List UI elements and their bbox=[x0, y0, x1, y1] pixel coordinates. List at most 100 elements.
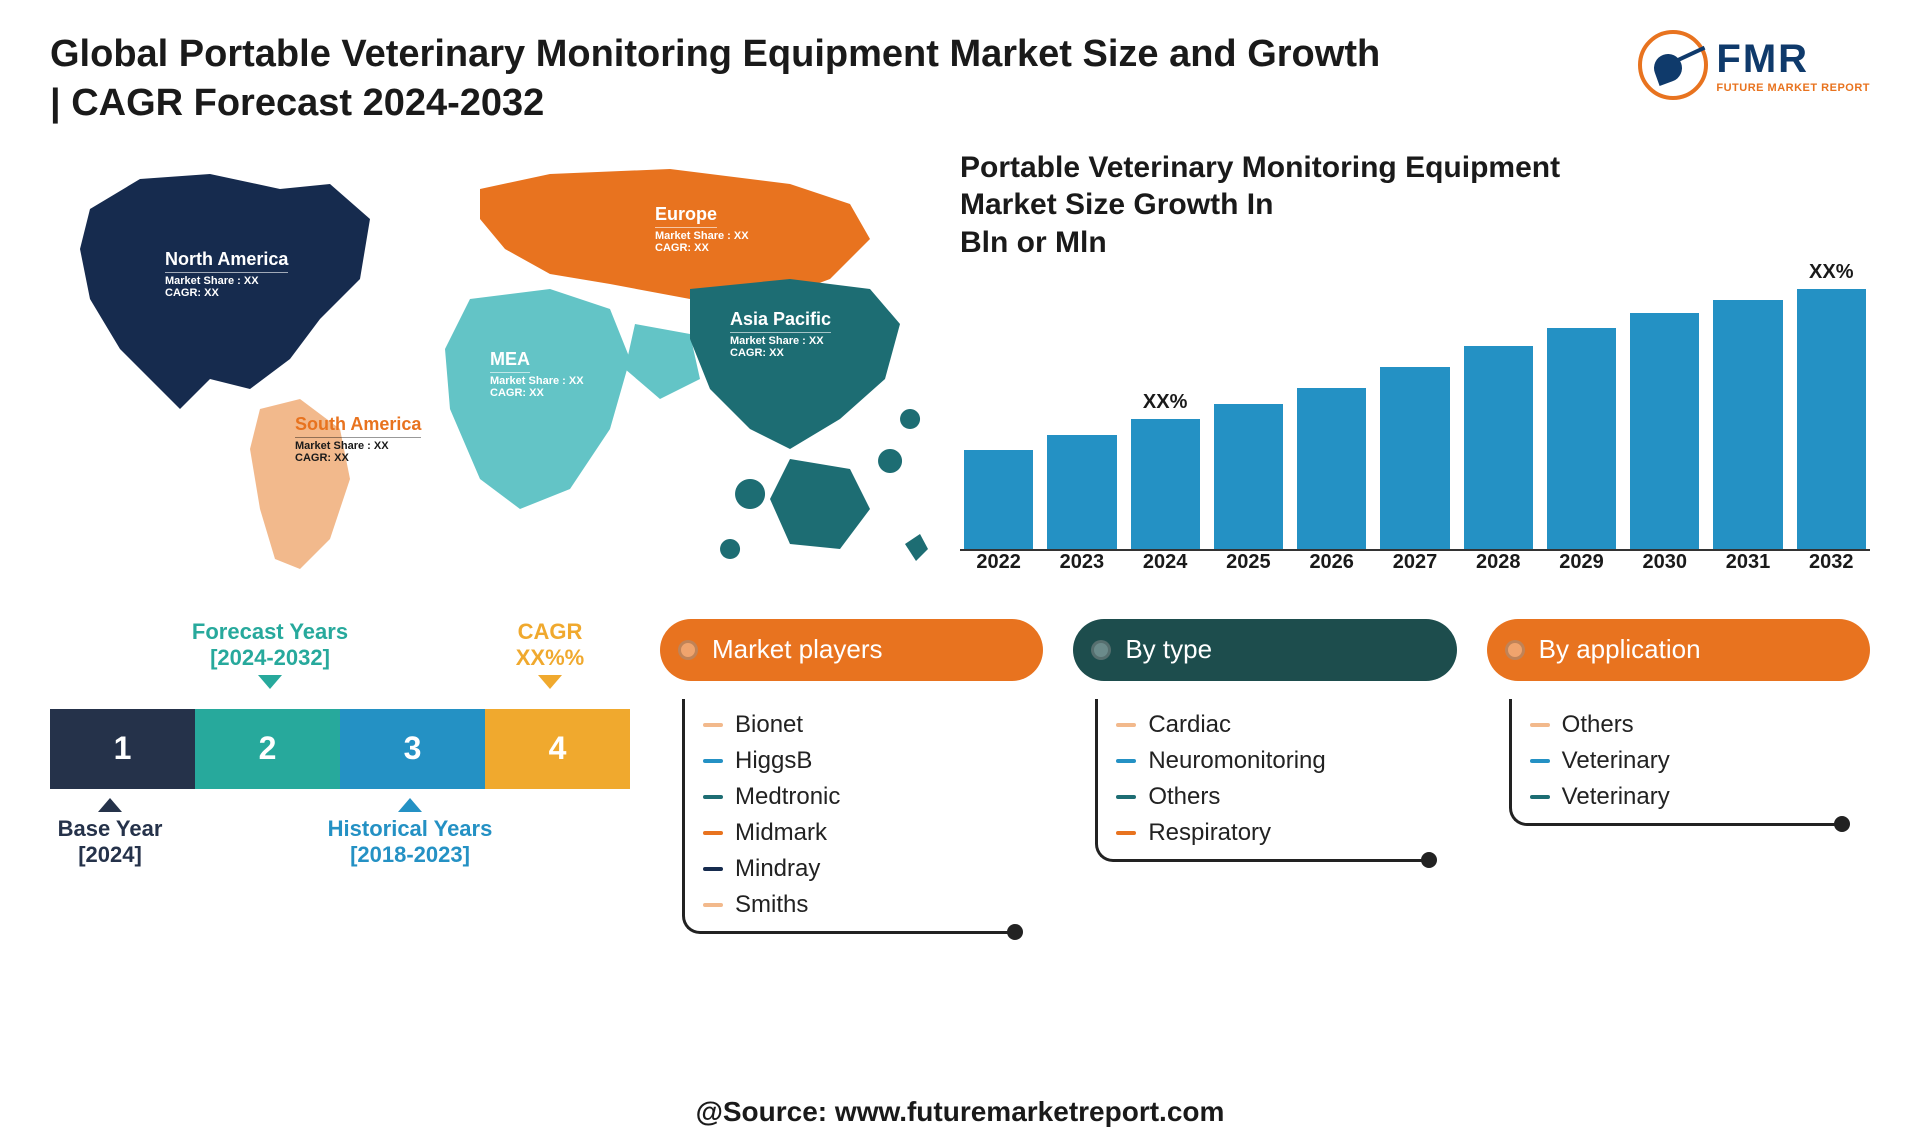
tick-icon bbox=[703, 903, 723, 907]
tl-forecast-val: [2024-2032] bbox=[180, 645, 360, 671]
tick-icon bbox=[1530, 759, 1550, 763]
tl-base-lbl: Base Year bbox=[20, 816, 200, 842]
list-item: Cardiac bbox=[1116, 707, 1426, 743]
bar-2028 bbox=[1464, 346, 1533, 549]
title-line-1: Global Portable Veterinary Monitoring Eq… bbox=[50, 33, 1380, 75]
bar-2024: XX% bbox=[1131, 419, 1200, 549]
bar-2030 bbox=[1630, 313, 1699, 550]
tick-icon bbox=[1530, 795, 1550, 799]
map-apac-islands bbox=[720, 409, 920, 559]
map-nz bbox=[905, 534, 928, 561]
tick-icon bbox=[703, 795, 723, 799]
bar-2031 bbox=[1713, 300, 1782, 550]
tl-cagr-lbl: CAGR bbox=[460, 619, 640, 645]
tl-base-val: [2024] bbox=[20, 842, 200, 868]
list-item-label: HiggsB bbox=[735, 747, 812, 775]
list-item: Others bbox=[1116, 779, 1426, 815]
telescope-icon bbox=[1638, 30, 1708, 100]
page-title: Global Portable Veterinary Monitoring Eq… bbox=[50, 30, 1638, 129]
tl-forecast-lbl: Forecast Years bbox=[180, 619, 360, 645]
bar-label: 2024 bbox=[1143, 551, 1188, 573]
bar-label: 2031 bbox=[1726, 551, 1771, 573]
tl-seg-3: 3 bbox=[340, 709, 485, 789]
dot-icon bbox=[1505, 640, 1525, 660]
fmr-logo: FMR FUTURE MARKET REPORT bbox=[1638, 30, 1870, 100]
world-map: North America Market Share : XX CAGR: XX… bbox=[50, 149, 930, 579]
tick-icon bbox=[703, 759, 723, 763]
pill-players: Market players bbox=[660, 619, 1043, 681]
list-item: Others bbox=[1530, 707, 1840, 743]
tick-icon bbox=[1116, 723, 1136, 727]
tl-hist-val: [2018-2023] bbox=[300, 842, 520, 868]
tick-icon bbox=[1116, 759, 1136, 763]
list-item: Midmark bbox=[703, 815, 1013, 851]
source-line: @Source: www.futuremarketreport.com bbox=[0, 1096, 1920, 1128]
list-item: HiggsB bbox=[703, 743, 1013, 779]
growth-chart: Portable Veterinary Monitoring Equipment… bbox=[960, 149, 1870, 579]
tick-icon bbox=[703, 867, 723, 871]
list-item-label: Bionet bbox=[735, 711, 803, 739]
chart-title-3: Bln or Mln bbox=[960, 224, 1870, 262]
bar-label: 2029 bbox=[1559, 551, 1604, 573]
tick-icon bbox=[1530, 723, 1550, 727]
bar-label: 2028 bbox=[1476, 551, 1521, 573]
chart-title-1: Portable Veterinary Monitoring Equipment bbox=[960, 149, 1870, 187]
col-players: Market players Bionet HiggsB Medtronic Midm… bbox=[660, 619, 1043, 934]
logo-text-main: FMR bbox=[1716, 37, 1870, 82]
pill-players-title: Market players bbox=[712, 634, 883, 665]
bar-2023 bbox=[1047, 435, 1116, 549]
label-na: North America Market Share : XX CAGR: XX bbox=[165, 249, 288, 299]
dot-icon bbox=[678, 640, 698, 660]
list-item-label: Midmark bbox=[735, 819, 827, 847]
label-sa: South America Market Share : XX CAGR: XX bbox=[295, 414, 421, 464]
tl-seg-2: 2 bbox=[195, 709, 340, 789]
map-apac bbox=[690, 279, 900, 449]
list-item-label: Medtronic bbox=[735, 783, 840, 811]
map-mea bbox=[445, 289, 700, 509]
bar-2026 bbox=[1297, 388, 1366, 549]
list-item-label: Smiths bbox=[735, 891, 808, 919]
list-item-label: Others bbox=[1148, 783, 1220, 811]
bar-2022 bbox=[964, 450, 1033, 549]
bar-2029 bbox=[1547, 328, 1616, 549]
list-item-label: Others bbox=[1562, 711, 1634, 739]
bar-label: 2027 bbox=[1393, 551, 1438, 573]
list-item: Veterinary bbox=[1530, 779, 1840, 815]
list-item: Medtronic bbox=[703, 779, 1013, 815]
list-item-label: Respiratory bbox=[1148, 819, 1271, 847]
timeline: Forecast Years [2024-2032] CAGR XX%% 1 2… bbox=[50, 619, 630, 789]
list-item: Neuromonitoring bbox=[1116, 743, 1426, 779]
pill-app-title: By application bbox=[1539, 634, 1701, 665]
label-apac: Asia Pacific Market Share : XX CAGR: XX bbox=[730, 309, 831, 359]
bar-2025 bbox=[1214, 404, 1283, 550]
tl-hist-lbl: Historical Years bbox=[300, 816, 520, 842]
bar-label: 2032 bbox=[1809, 551, 1854, 573]
col-app: By application Others Veterinary Veterinar… bbox=[1487, 619, 1870, 826]
logo-text-sub: FUTURE MARKET REPORT bbox=[1716, 82, 1870, 94]
bar-label: 2022 bbox=[976, 551, 1021, 573]
list-item: Veterinary bbox=[1530, 743, 1840, 779]
bar-2032: XX% bbox=[1797, 289, 1866, 549]
tick-icon bbox=[703, 831, 723, 835]
tick-icon bbox=[1116, 795, 1136, 799]
list-item: Respiratory bbox=[1116, 815, 1426, 851]
tick-icon bbox=[1116, 831, 1136, 835]
list-item-label: Cardiac bbox=[1148, 711, 1231, 739]
list-item-label: Mindray bbox=[735, 855, 820, 883]
pill-app: By application bbox=[1487, 619, 1870, 681]
bar-label: 2030 bbox=[1643, 551, 1688, 573]
list-item-label: Veterinary bbox=[1562, 783, 1670, 811]
chart-title-2: Market Size Growth In bbox=[960, 186, 1870, 224]
tl-seg-1: 1 bbox=[50, 709, 195, 789]
dot-icon bbox=[1091, 640, 1111, 660]
col-type: By type Cardiac Neuromonitoring Others Resp… bbox=[1073, 619, 1456, 862]
list-item-label: Veterinary bbox=[1562, 747, 1670, 775]
pill-type: By type bbox=[1073, 619, 1456, 681]
bar-label: 2026 bbox=[1309, 551, 1354, 573]
tick-icon bbox=[703, 723, 723, 727]
label-mea: MEA Market Share : XX CAGR: XX bbox=[490, 349, 584, 399]
bar-2027 bbox=[1380, 367, 1449, 549]
bar-label: 2023 bbox=[1060, 551, 1105, 573]
title-line-2: | CAGR Forecast 2024-2032 bbox=[50, 82, 544, 124]
pill-type-title: By type bbox=[1125, 634, 1212, 665]
